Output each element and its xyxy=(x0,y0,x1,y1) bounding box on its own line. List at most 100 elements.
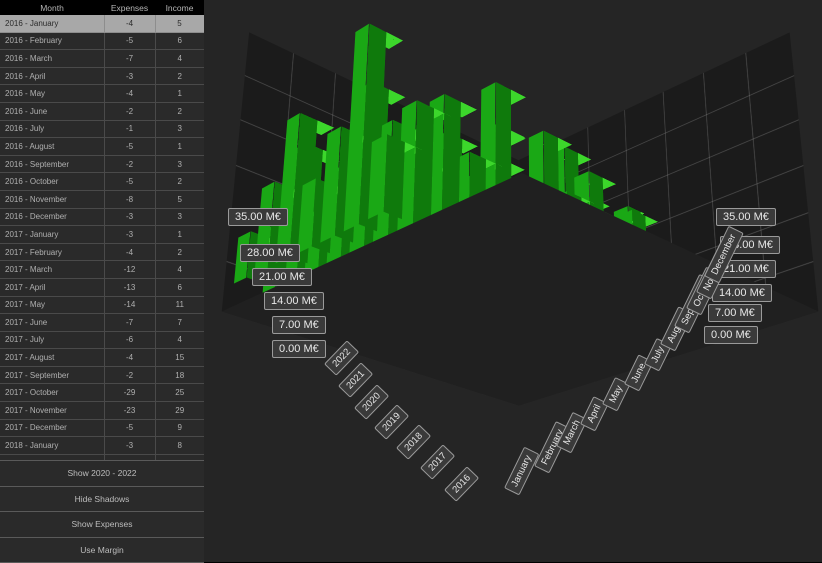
cell-month: 2016 - September xyxy=(0,155,104,173)
cell-expenses: -29 xyxy=(104,384,155,402)
cell-income: 5 xyxy=(155,15,204,32)
cell-expenses: -2 xyxy=(104,155,155,173)
cell-expenses: -4 xyxy=(104,349,155,367)
cell-month: 2016 - May xyxy=(0,85,104,103)
cell-income: 4 xyxy=(155,50,204,68)
cell-expenses: -2 xyxy=(104,366,155,384)
cell-income: 4 xyxy=(155,331,204,349)
value-axis-label-left: 21.00 M€ xyxy=(252,268,312,286)
cell-month: 2017 - May xyxy=(0,296,104,314)
cell-month: 2017 - January xyxy=(0,226,104,244)
column-header-month[interactable]: Month xyxy=(0,0,104,15)
cell-month: 2017 - February xyxy=(0,243,104,261)
show-years-button[interactable]: Show 2020 - 2022 xyxy=(0,460,204,487)
cell-expenses: -3 xyxy=(104,208,155,226)
cell-expenses: -6 xyxy=(104,331,155,349)
cell-month: 2018 - January xyxy=(0,437,104,455)
cell-month: 2016 - November xyxy=(0,190,104,208)
cell-expenses: -13 xyxy=(104,278,155,296)
bar-face-side xyxy=(383,134,404,219)
use-margin-button[interactable]: Use Margin xyxy=(0,537,204,563)
cell-month: 2016 - March xyxy=(0,50,104,68)
cell-income: 1 xyxy=(155,138,204,156)
column-header-income[interactable]: Income xyxy=(155,0,204,15)
cell-month: 2016 - December xyxy=(0,208,104,226)
cell-month: 2016 - April xyxy=(0,67,104,85)
cell-expenses: -3 xyxy=(104,67,155,85)
cell-expenses: -14 xyxy=(104,296,155,314)
cell-expenses: -3 xyxy=(104,437,155,455)
bar-face-side xyxy=(413,100,434,231)
cell-month: 2017 - April xyxy=(0,278,104,296)
cell-income: 3 xyxy=(155,208,204,226)
cell-expenses: -5 xyxy=(104,138,155,156)
cell-expenses: -7 xyxy=(104,314,155,332)
cell-month: 2017 - June xyxy=(0,314,104,332)
value-axis-label-right: 0.00 M€ xyxy=(704,326,758,344)
value-axis-label-left: 7.00 M€ xyxy=(272,316,326,334)
cell-income: 2 xyxy=(155,243,204,261)
cell-month: 2017 - November xyxy=(0,402,104,420)
show-expenses-button[interactable]: Show Expenses xyxy=(0,511,204,538)
bar-chart-3d[interactable]: 35.00 M€ 28.00 M€ 21.00 M€ 14.00 M€ 7.00 M€ 0… xyxy=(204,0,822,562)
cell-expenses: -4 xyxy=(104,243,155,261)
value-axis-label-left: 14.00 M€ xyxy=(264,292,324,310)
cell-month: 2017 - October xyxy=(0,384,104,402)
cell-expenses: -5 xyxy=(104,32,155,50)
cell-expenses: -5 xyxy=(104,419,155,437)
table-header-row: Month Expenses Income xyxy=(0,0,204,15)
hide-shadows-button[interactable]: Hide Shadows xyxy=(0,486,204,513)
cell-income: 6 xyxy=(155,278,204,296)
cell-month: 2016 - June xyxy=(0,102,104,120)
cell-expenses: -5 xyxy=(104,173,155,191)
cell-income: 18 xyxy=(155,366,204,384)
cell-expenses: -12 xyxy=(104,261,155,279)
cell-income: 25 xyxy=(155,384,204,402)
cell-income: 29 xyxy=(155,402,204,420)
value-axis-label-left: 0.00 M€ xyxy=(272,340,326,358)
value-axis-label-right: 35.00 M€ xyxy=(716,208,776,226)
column-header-expenses[interactable]: Expenses xyxy=(104,0,155,15)
cell-income: 7 xyxy=(155,314,204,332)
cell-income: 2 xyxy=(155,67,204,85)
cell-month: 2017 - August xyxy=(0,349,104,367)
cell-expenses: -4 xyxy=(104,15,155,32)
value-axis-label-right: 14.00 M€ xyxy=(712,284,772,302)
cell-income: 3 xyxy=(155,120,204,138)
cell-month: 2016 - August xyxy=(0,138,104,156)
cell-income: 2 xyxy=(155,102,204,120)
cell-month: 2016 - February xyxy=(0,32,104,50)
cell-expenses: -3 xyxy=(104,226,155,244)
value-axis-label-left: 28.00 M€ xyxy=(240,244,300,262)
